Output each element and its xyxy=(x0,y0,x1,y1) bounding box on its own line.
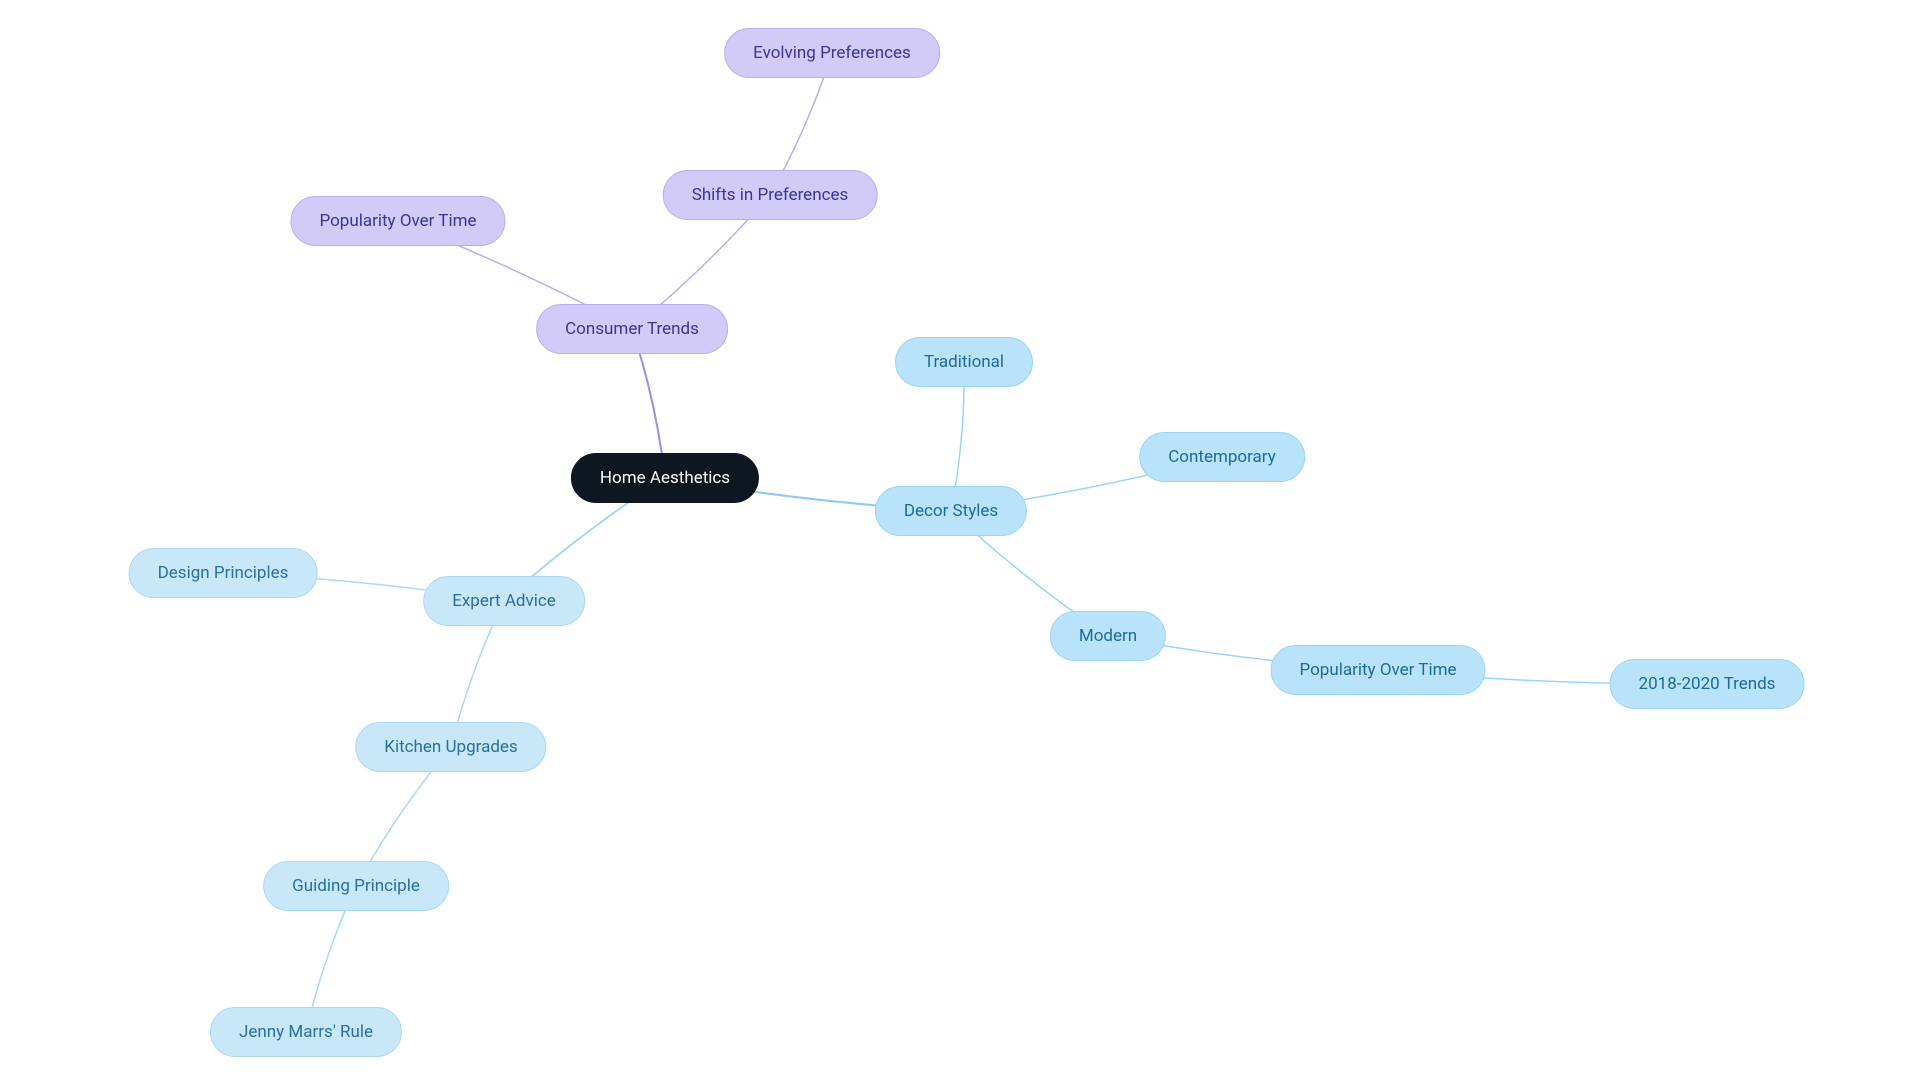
node-popularity-over-time-blue[interactable]: Popularity Over Time xyxy=(1270,645,1485,695)
node-decor-styles[interactable]: Decor Styles xyxy=(875,486,1027,536)
node-contemporary[interactable]: Contemporary xyxy=(1139,432,1305,482)
node-modern[interactable]: Modern xyxy=(1050,611,1166,661)
node-jenny-marrs-rule[interactable]: Jenny Marrs' Rule xyxy=(210,1007,402,1057)
node-guiding-principle[interactable]: Guiding Principle xyxy=(263,861,449,911)
node-consumer-trends[interactable]: Consumer Trends xyxy=(536,304,728,354)
node-kitchen-upgrades[interactable]: Kitchen Upgrades xyxy=(355,722,546,772)
mindmap-canvas: Home Aesthetics Consumer Trends Populari… xyxy=(0,0,1920,1083)
node-expert-advice[interactable]: Expert Advice xyxy=(423,576,585,626)
edges-layer xyxy=(0,0,1920,1083)
node-design-principles[interactable]: Design Principles xyxy=(129,548,318,598)
node-home-aesthetics[interactable]: Home Aesthetics xyxy=(571,453,759,503)
node-2018-2020-trends[interactable]: 2018-2020 Trends xyxy=(1610,659,1805,709)
node-traditional[interactable]: Traditional xyxy=(895,337,1033,387)
node-popularity-over-time-purple[interactable]: Popularity Over Time xyxy=(290,196,505,246)
node-shifts-in-preferences[interactable]: Shifts in Preferences xyxy=(663,170,878,220)
node-evolving-preferences[interactable]: Evolving Preferences xyxy=(724,28,940,78)
